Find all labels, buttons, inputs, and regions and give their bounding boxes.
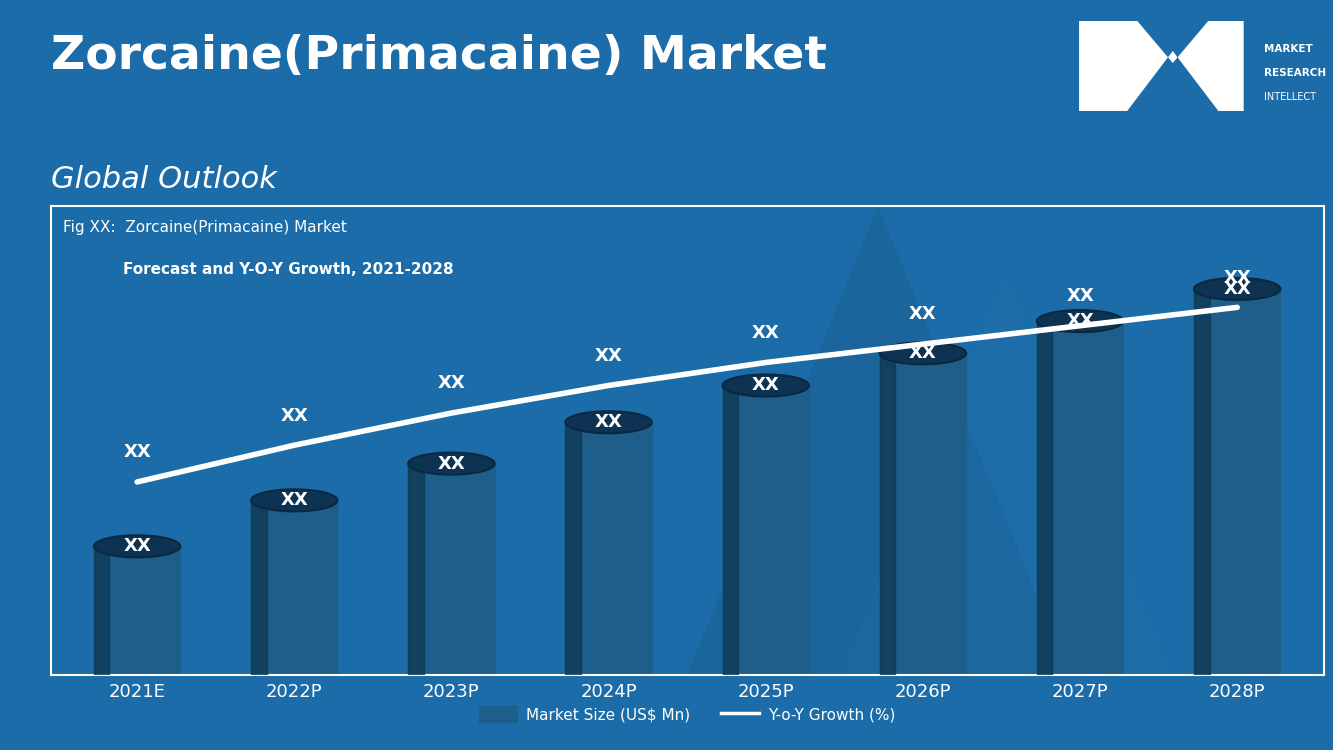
Bar	[565, 422, 581, 675]
Bar	[1194, 289, 1209, 675]
Text: XX: XX	[752, 324, 780, 342]
Ellipse shape	[251, 489, 337, 512]
Bar	[408, 464, 495, 675]
Ellipse shape	[880, 342, 966, 364]
Polygon shape	[688, 206, 1069, 675]
Bar	[1194, 289, 1281, 675]
Ellipse shape	[1037, 310, 1124, 332]
Ellipse shape	[93, 536, 180, 557]
Text: Forecast and Y-O-Y Growth, 2021-2028: Forecast and Y-O-Y Growth, 2021-2028	[101, 262, 453, 278]
Text: XX: XX	[1224, 268, 1252, 286]
Polygon shape	[840, 277, 1170, 675]
Text: XX: XX	[909, 305, 937, 323]
Text: XX: XX	[123, 443, 151, 461]
Text: XX: XX	[909, 344, 937, 362]
Bar	[722, 386, 809, 675]
Text: XX: XX	[437, 454, 465, 472]
Ellipse shape	[1194, 278, 1281, 300]
Bar	[722, 386, 738, 675]
Text: Global Outlook: Global Outlook	[51, 165, 276, 194]
Ellipse shape	[722, 374, 809, 397]
Text: MARKET: MARKET	[1264, 44, 1313, 53]
Bar	[408, 464, 424, 675]
Bar	[251, 500, 267, 675]
Ellipse shape	[408, 452, 495, 475]
Text: Fig XX:  Zorcaine(Primacaine) Market: Fig XX: Zorcaine(Primacaine) Market	[64, 220, 348, 236]
Text: XX: XX	[752, 376, 780, 394]
Text: XX: XX	[595, 346, 623, 364]
Text: Zorcaine(Primacaine) Market: Zorcaine(Primacaine) Market	[51, 34, 826, 79]
Text: RESEARCH: RESEARCH	[1264, 68, 1326, 77]
Text: XX: XX	[1066, 287, 1094, 305]
Text: XX: XX	[437, 374, 465, 392]
Bar	[880, 353, 966, 675]
Text: XX: XX	[280, 491, 308, 509]
Bar	[1037, 321, 1124, 675]
Bar	[251, 500, 337, 675]
Bar	[880, 353, 896, 675]
Text: XX: XX	[1066, 312, 1094, 330]
Text: INTELLECT: INTELLECT	[1264, 92, 1316, 101]
Bar	[1037, 321, 1053, 675]
Bar	[93, 546, 109, 675]
Text: XX: XX	[280, 406, 308, 424]
Polygon shape	[1080, 21, 1244, 111]
Text: XX: XX	[595, 413, 623, 431]
Ellipse shape	[565, 411, 652, 434]
Legend: Market Size (US$ Mn), Y-o-Y Growth (%): Market Size (US$ Mn), Y-o-Y Growth (%)	[473, 700, 901, 728]
Bar	[93, 546, 180, 675]
Text: XX: XX	[1224, 280, 1252, 298]
Bar	[565, 422, 652, 675]
Text: XX: XX	[123, 537, 151, 555]
